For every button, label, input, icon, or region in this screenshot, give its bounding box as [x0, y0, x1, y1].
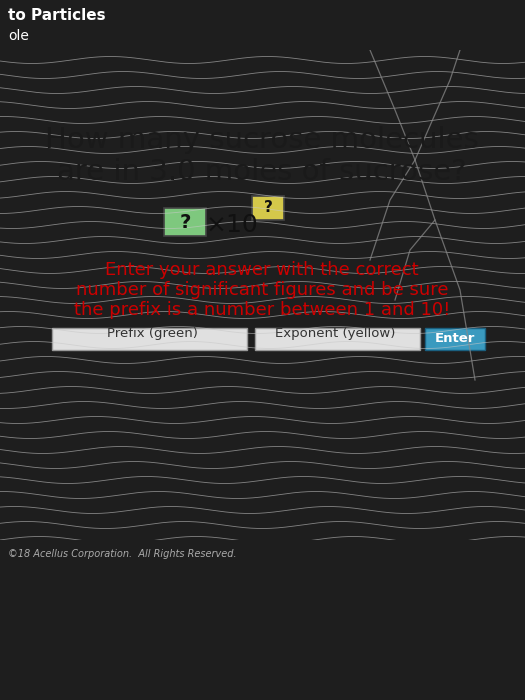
Bar [425, 328, 485, 350]
Text: ×10: ×10 [206, 213, 258, 237]
Text: Exponent (yellow): Exponent (yellow) [275, 326, 395, 340]
Text: the prefix is a number between 1 and 10!: the prefix is a number between 1 and 10! [74, 301, 450, 319]
Bar [52, 328, 247, 350]
Text: are in 3.0 moles of sucrose?: are in 3.0 moles of sucrose? [57, 158, 467, 186]
Text: ?: ? [264, 200, 272, 216]
Text: How many sucrose molecules: How many sucrose molecules [45, 126, 479, 154]
Text: ole: ole [8, 29, 29, 43]
Text: ?: ? [180, 213, 191, 232]
FancyBboxPatch shape [252, 196, 284, 220]
Text: Enter your answer with the correct: Enter your answer with the correct [105, 261, 419, 279]
Bar [255, 328, 420, 350]
Text: ©18 Acellus Corporation.  All Rights Reserved.: ©18 Acellus Corporation. All Rights Rese… [8, 549, 237, 559]
Text: Prefix (green): Prefix (green) [107, 326, 197, 340]
Text: Enter: Enter [435, 332, 475, 346]
Text: to Particles: to Particles [8, 8, 106, 22]
Text: number of significant figures and be sure: number of significant figures and be sur… [76, 281, 448, 299]
FancyBboxPatch shape [164, 208, 206, 236]
